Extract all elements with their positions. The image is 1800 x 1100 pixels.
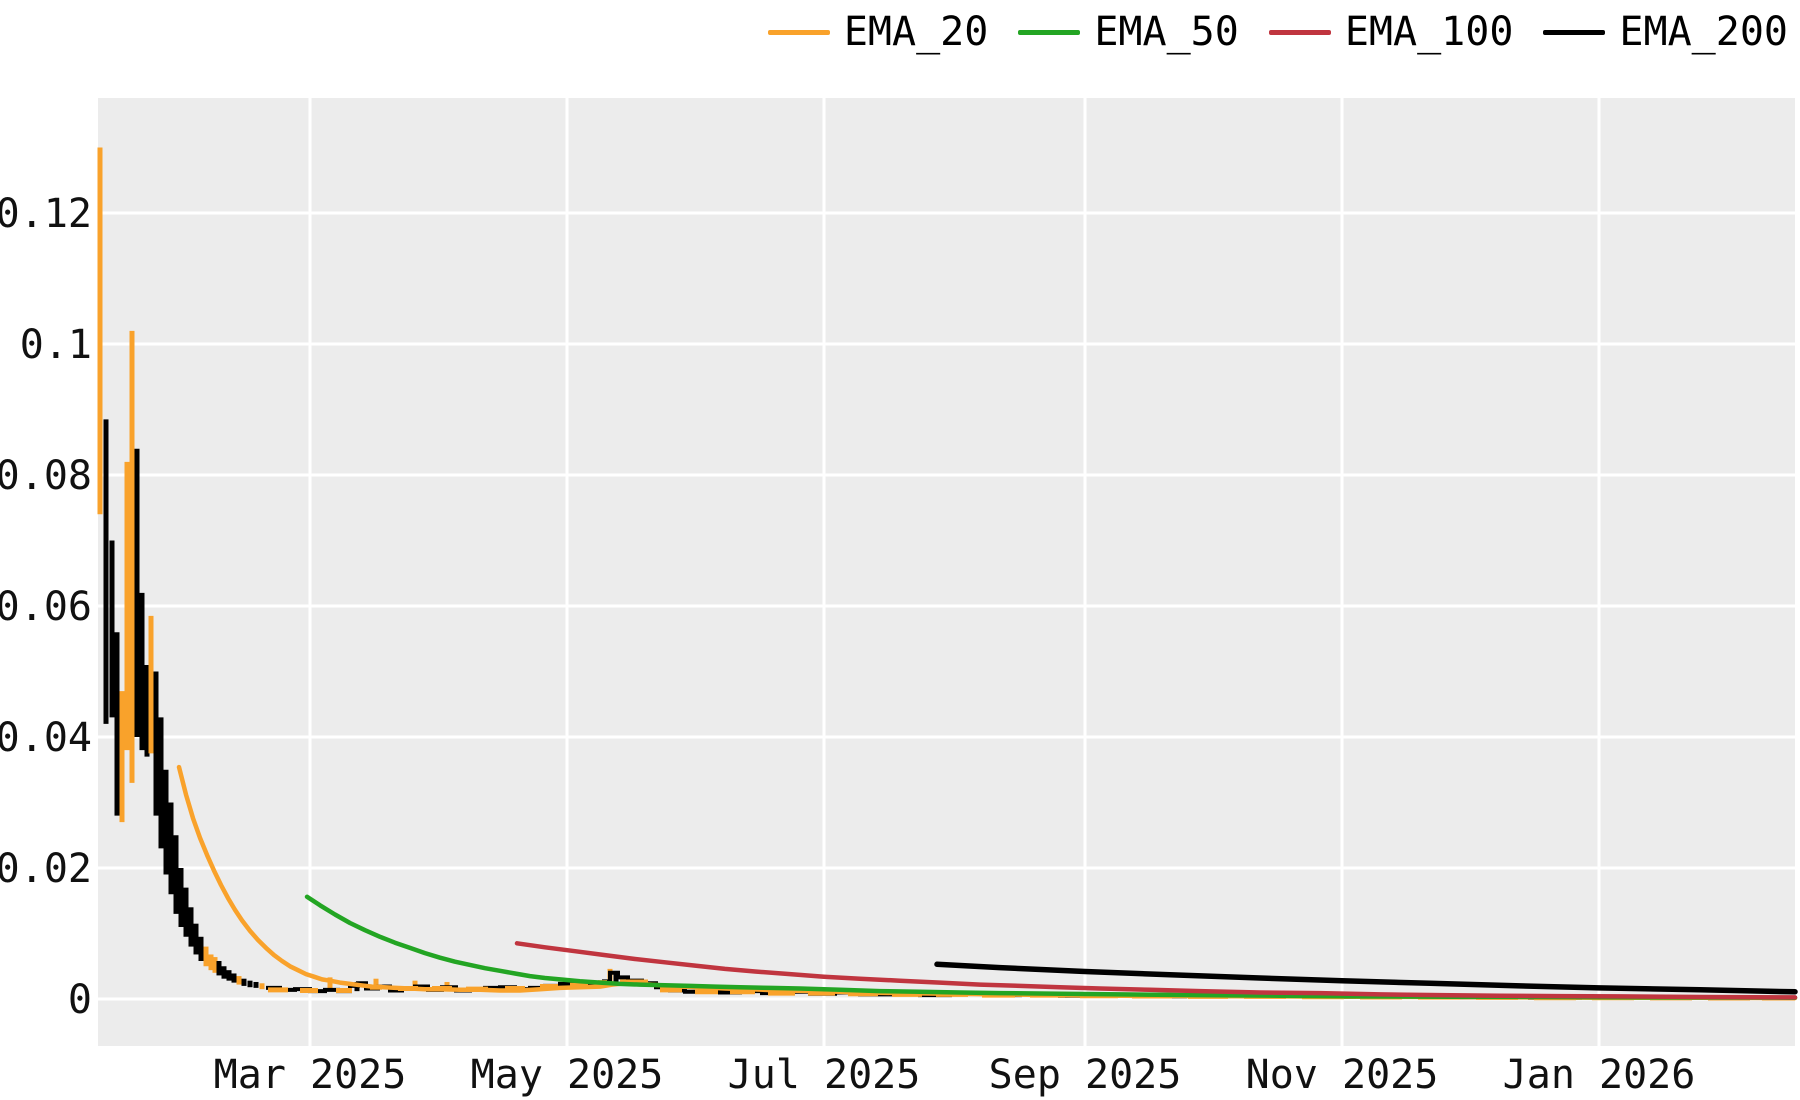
x-tick-label: Jul 2025	[728, 1052, 921, 1098]
legend-item-ema-50: EMA_50	[1018, 6, 1239, 58]
legend-label-ema-100: EMA_100	[1344, 9, 1514, 55]
x-tick-label: Sep 2025	[989, 1052, 1182, 1098]
y-tick-label: 0.1	[20, 322, 92, 368]
ema-50-line-swatch-icon	[1018, 29, 1081, 35]
ema-100-line-swatch-icon	[1268, 29, 1331, 35]
y-tick-label: 0.04	[0, 715, 92, 761]
y-tick-label: 0.02	[0, 846, 92, 892]
legend-item-ema-20: EMA_20	[767, 6, 989, 58]
ema-50-line	[304, 894, 1798, 1000]
y-tick-label: 0.12	[0, 191, 92, 237]
legend-label-ema-200: EMA_200	[1619, 9, 1788, 55]
x-tick-label: Nov 2025	[1246, 1052, 1439, 1098]
legend-label-ema-20: EMA_20	[843, 9, 989, 55]
y-tick-label: 0	[68, 977, 92, 1023]
x-tick-label: Mar 2025	[214, 1052, 407, 1098]
ema-200-line-swatch-icon	[1543, 29, 1606, 35]
ema-200-line	[934, 961, 1798, 995]
y-tick-label: 0.06	[0, 584, 92, 630]
legend-item-ema-100: EMA_100	[1268, 6, 1514, 58]
x-tick-label: May 2025	[471, 1052, 664, 1098]
x-tick-label: Jan 2026	[1503, 1052, 1696, 1098]
plot-area	[98, 98, 1795, 1046]
chart-legend: EMA_20 EMA_50 EMA_100 EMA_200	[767, 6, 1788, 58]
ema-100-line	[514, 941, 1798, 1000]
legend-item-ema-200: EMA_200	[1543, 6, 1788, 58]
legend-label-ema-50: EMA_50	[1094, 9, 1239, 55]
ema-20-line-swatch-icon	[767, 29, 830, 35]
y-tick-label: 0.08	[0, 453, 92, 499]
